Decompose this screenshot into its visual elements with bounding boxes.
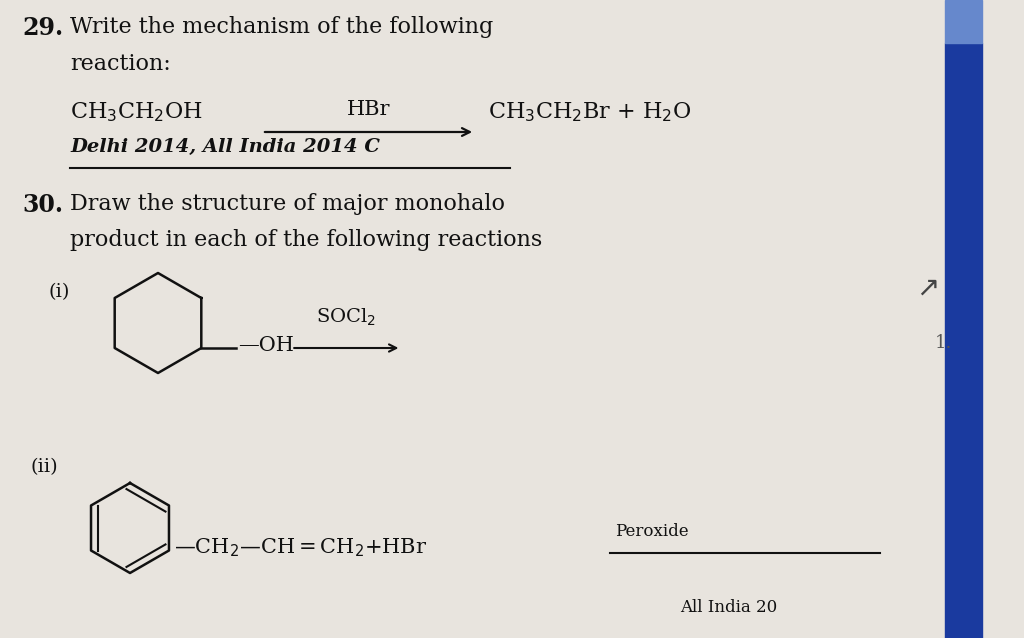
Polygon shape: [945, 43, 982, 638]
Text: CH$_3$CH$_2$Br + H$_2$O: CH$_3$CH$_2$Br + H$_2$O: [488, 100, 691, 124]
Text: —OH: —OH: [239, 336, 294, 355]
Text: Write the mechanism of the following: Write the mechanism of the following: [70, 16, 494, 38]
Text: 29.: 29.: [22, 16, 63, 40]
Text: ↗: ↗: [916, 274, 940, 302]
Text: (i): (i): [48, 283, 70, 301]
Text: reaction:: reaction:: [70, 53, 171, 75]
Text: 30.: 30.: [22, 193, 63, 217]
Text: product in each of the following reactions: product in each of the following reactio…: [70, 229, 543, 251]
Text: (ii): (ii): [30, 458, 57, 476]
Text: SOCl$_2$: SOCl$_2$: [316, 307, 376, 328]
Text: 1.: 1.: [935, 334, 952, 352]
Polygon shape: [945, 0, 982, 43]
Text: CH$_3$CH$_2$OH: CH$_3$CH$_2$OH: [70, 100, 203, 124]
Text: Peroxide: Peroxide: [615, 523, 688, 540]
Text: —CH$_2$—CH$=$CH$_2$+HBr: —CH$_2$—CH$=$CH$_2$+HBr: [174, 536, 427, 559]
Text: HBr: HBr: [347, 100, 390, 119]
Text: All India 20: All India 20: [680, 599, 777, 616]
Text: Delhi 2014, All India 2014 C: Delhi 2014, All India 2014 C: [70, 138, 380, 156]
Text: Draw the structure of major monohalo: Draw the structure of major monohalo: [70, 193, 505, 215]
